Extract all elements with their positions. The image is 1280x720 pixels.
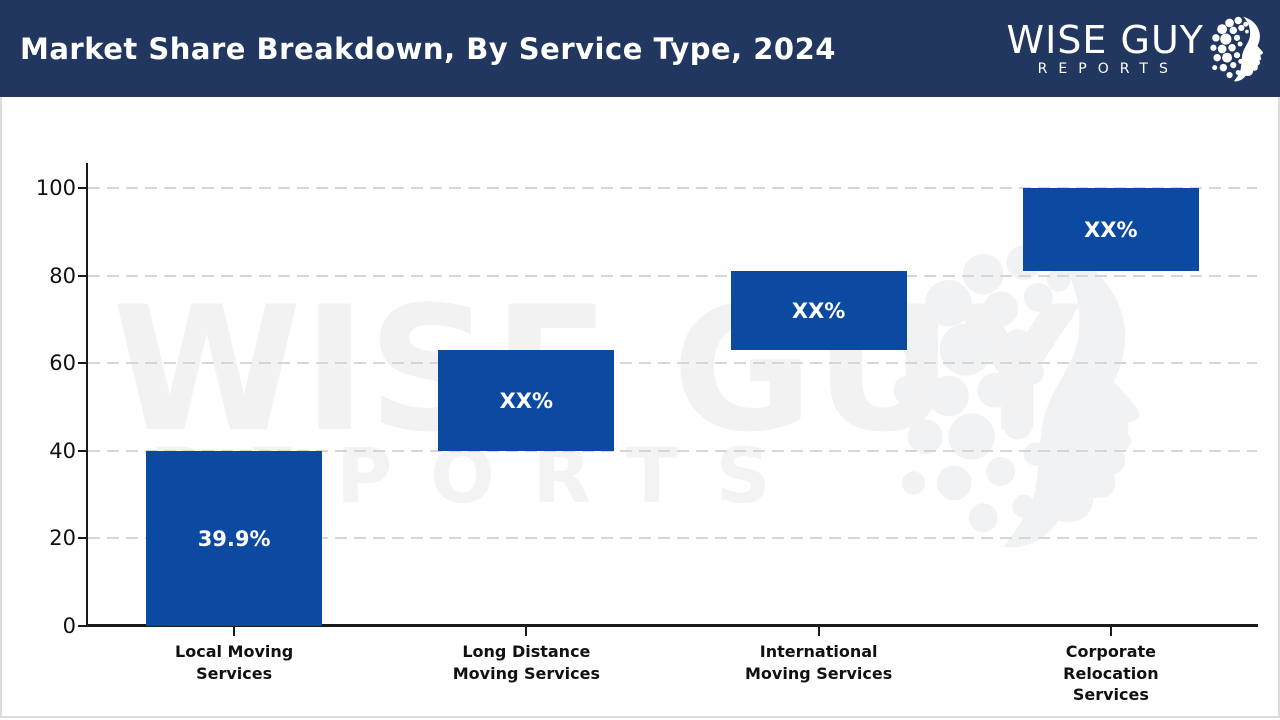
x-tick-long-distance [525,627,528,636]
bar-value-label: XX% [499,388,554,413]
bar-value-label: 39.9% [197,526,271,551]
y-tick-label-60: 60 [49,351,76,376]
bar-local-moving: 39.9% [146,451,323,626]
bar-long-distance: XX% [438,350,615,452]
page-title: Market Share Breakdown, By Service Type,… [20,31,836,66]
bar-corporate: XX% [1022,188,1199,272]
x-axis-label-corporate: Corporate Relocation Services [1063,642,1159,705]
bar-value-label: XX% [1084,217,1138,242]
y-tick-label-0: 0 [62,614,76,638]
y-tick-40 [78,449,86,452]
y-tick-60 [78,362,86,365]
x-axis-label-international: International Moving Services [744,642,893,683]
dotted-face-icon [1206,6,1268,92]
y-tick-20 [78,537,86,540]
y-tick-label-80: 80 [49,263,76,288]
x-axis-label-local-moving: Local Moving Services [175,642,294,683]
logo-wordmark: WISE GUY [1006,18,1204,62]
y-tick-80 [78,274,86,277]
y-tick-label-100: 100 [35,176,76,200]
gridline-40 [88,449,1257,452]
y-tick-label-20: 20 [49,526,76,551]
logo-subtitle: REPORTS [1037,61,1179,77]
gridline-20 [88,537,1257,540]
y-axis-line [86,163,88,627]
x-tick-international [817,627,820,636]
gridline-100 [88,187,1257,189]
wise-guy-logo: WISE GUY REPORTS [1007,0,1268,97]
x-axis-label-long-distance: Long Distance Moving Services [452,642,601,683]
header-bar: Market Share Breakdown, By Service Type,… [0,0,1280,97]
y-tick-label-40: 40 [49,438,76,463]
y-tick-0 [78,625,86,627]
bar-international: XX% [730,271,907,351]
gridline-60 [88,362,1257,365]
x-axis-line [86,624,1258,627]
y-tick-100 [78,187,86,189]
logo-text: WISE GUY REPORTS [1007,21,1204,76]
bar-value-label: XX% [791,298,846,323]
gridline-80 [88,274,1257,277]
x-tick-local-moving [233,627,236,636]
x-tick-corporate [1109,627,1112,636]
